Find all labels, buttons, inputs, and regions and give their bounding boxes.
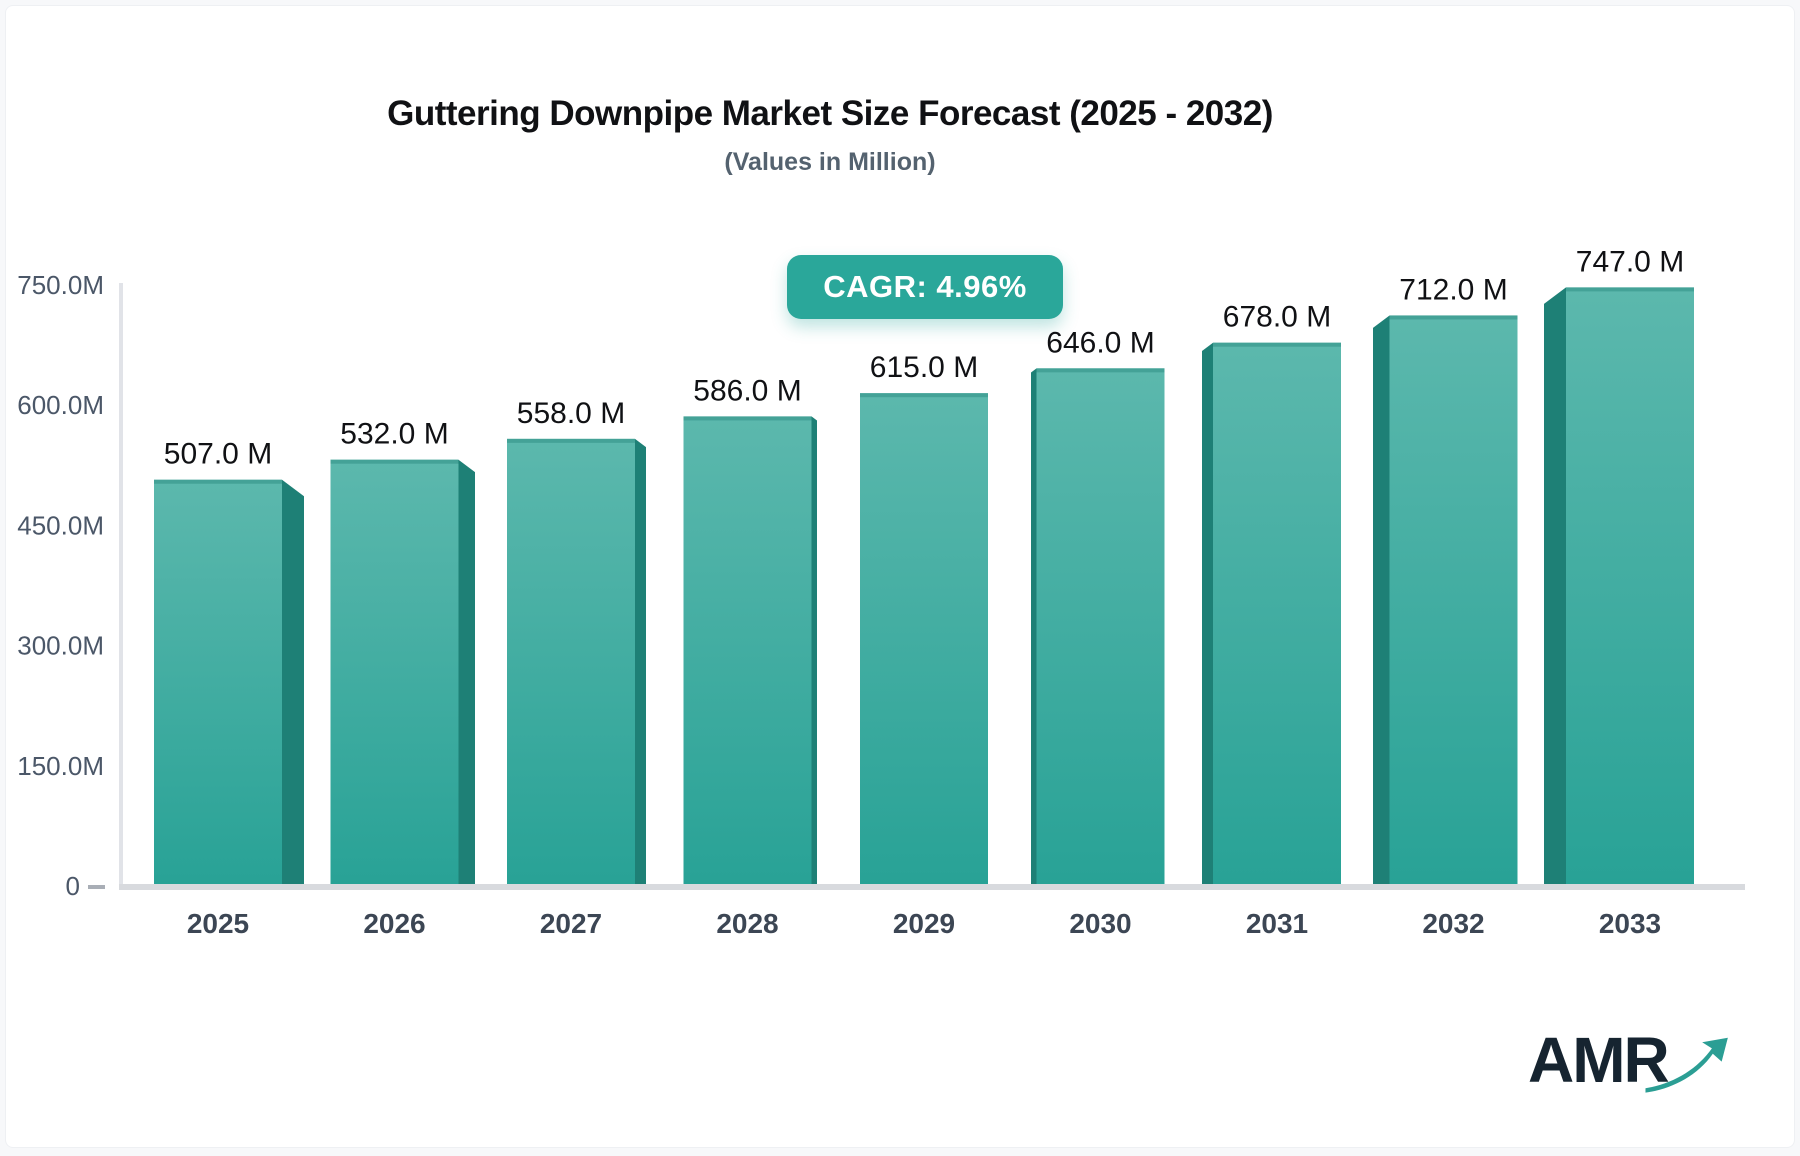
bar-side-face — [1202, 342, 1213, 886]
y-tick-label: 750.0M — [17, 270, 104, 300]
bar-top-edge — [507, 438, 635, 443]
bar-side-face — [635, 438, 646, 886]
y-axis-zero-tick — [88, 885, 105, 889]
bar-side-face — [458, 459, 475, 886]
bar-top-edge — [860, 393, 988, 398]
bar-value-label: 532.0 M — [340, 418, 448, 451]
bar-value-label: 558.0 M — [517, 397, 625, 430]
bar-side-face — [282, 479, 304, 886]
cagr-badge: CAGR: 4.96% — [787, 255, 1063, 319]
bar-front-face — [507, 438, 635, 886]
x-tick-label: 2030 — [1069, 908, 1131, 939]
bar-2031[interactable]: 678.0 M — [1202, 301, 1341, 886]
bar-2032[interactable]: 712.0 M — [1373, 273, 1518, 886]
chart-subtitle: (Values in Million) — [724, 148, 936, 176]
bar-2028[interactable]: 586.0 M — [683, 374, 818, 886]
bar-side-face — [1031, 368, 1037, 887]
bar-front-face — [330, 459, 459, 886]
amr-logo-arrow-icon — [1645, 1037, 1728, 1093]
cagr-badge-label: CAGR: 4.96% — [823, 269, 1027, 304]
bar-front-face — [1036, 368, 1165, 887]
bar-2026[interactable]: 532.0 M — [330, 418, 476, 886]
bar-front-face — [860, 393, 988, 886]
bar-value-label: 507.0 M — [164, 438, 272, 471]
x-tick-label: 2027 — [540, 908, 602, 939]
baseline — [119, 884, 1745, 890]
y-tick-label: 150.0M — [17, 751, 104, 781]
bar-value-label: 586.0 M — [693, 374, 801, 407]
bars: 507.0 M 532.0 M 558.0 M 586.0 M 615.0 M 646.0… — [154, 245, 1694, 887]
axes — [119, 283, 123, 890]
y-tick-label: 450.0M — [17, 510, 104, 540]
x-axis-line — [119, 884, 1745, 890]
bar-top-edge — [1389, 315, 1518, 320]
bar-side-face — [1373, 315, 1390, 886]
bar-2033[interactable]: 747.0 M — [1544, 245, 1694, 886]
chart-title: Guttering Downpipe Market Size Forecast … — [387, 94, 1273, 133]
amr-logo-text: AMR — [1528, 1024, 1670, 1096]
x-tick-label: 2031 — [1246, 908, 1308, 939]
bar-2030[interactable]: 646.0 M — [1031, 326, 1165, 887]
bar-2029[interactable]: 615.0 M — [860, 351, 988, 886]
bar-front-face — [683, 416, 812, 886]
y-axis-line — [119, 283, 123, 890]
bar-side-face — [1544, 287, 1566, 886]
bar-front-face — [1389, 315, 1518, 886]
bar-value-label: 646.0 M — [1046, 326, 1154, 359]
bar-top-edge — [1566, 287, 1694, 292]
bar-2025[interactable]: 507.0 M — [154, 438, 304, 886]
x-tick-label: 2025 — [187, 908, 249, 939]
y-tick-label: 600.0M — [17, 390, 104, 420]
bar-top-edge — [1036, 368, 1165, 373]
x-tick-label: 2033 — [1599, 908, 1661, 939]
bar-top-edge — [1213, 342, 1341, 347]
bar-top-edge — [330, 459, 459, 464]
bar-value-label: 747.0 M — [1576, 245, 1684, 278]
bar-top-edge — [683, 416, 812, 421]
y-tick-label: 0 — [66, 871, 80, 901]
x-tick-label: 2032 — [1422, 908, 1484, 939]
y-tick-label: 300.0M — [17, 631, 104, 661]
bar-front-face — [1213, 342, 1341, 886]
bar-front-face — [154, 479, 282, 886]
bar-value-label: 712.0 M — [1399, 273, 1507, 306]
bar-side-face — [811, 416, 817, 886]
bar-front-face — [1566, 287, 1694, 886]
x-tick-label: 2028 — [716, 908, 778, 939]
x-tick-label: 2029 — [893, 908, 955, 939]
bar-2027[interactable]: 558.0 M — [507, 397, 646, 886]
bar-value-label: 615.0 M — [870, 351, 978, 384]
x-tick-label: 2026 — [363, 908, 425, 939]
bar-value-label: 678.0 M — [1223, 301, 1331, 334]
amr-logo: AMR — [1528, 1028, 1734, 1098]
bar-top-edge — [154, 479, 282, 484]
labels: 750.0M 600.0M 450.0M 300.0M 150.0M 0 2025 2026 2… — [17, 270, 1661, 939]
